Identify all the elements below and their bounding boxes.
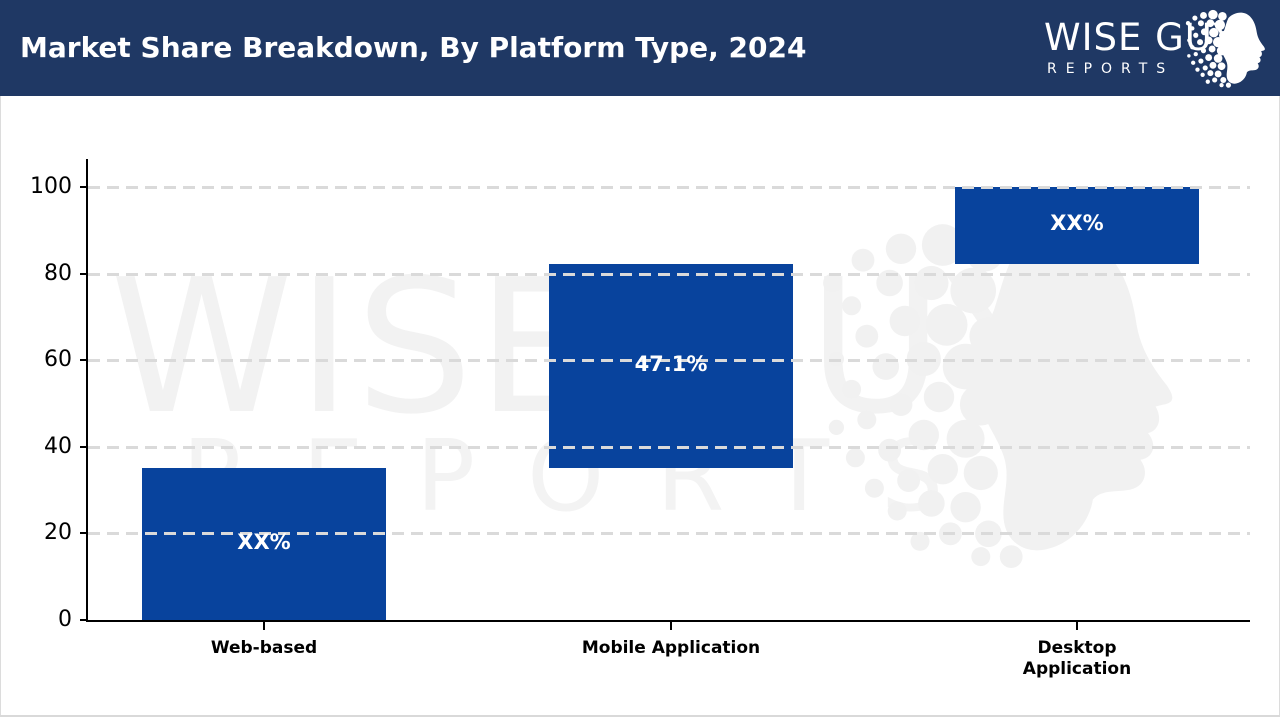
y-axis-tick [80, 359, 88, 362]
y-gridline [88, 272, 1250, 276]
x-axis-category-label-line: Desktop [1037, 638, 1117, 658]
y-axis-tick [80, 186, 88, 188]
brand-logo: WISE GUY REPORTS [1030, 5, 1274, 91]
page-left-border [0, 96, 1, 717]
y-axis-tick [80, 532, 88, 535]
x-axis-category-label-line: Web-based [210, 638, 318, 658]
x-axis-tick [1076, 622, 1078, 630]
header-bar: Market Share Breakdown, By Platform Type… [0, 0, 1280, 96]
y-gridline [88, 445, 1250, 449]
x-axis-line [86, 620, 1250, 622]
logo-subtext: REPORTS [1047, 60, 1175, 77]
chart-area: 0 20 40 60 80 100 XX% 47.1% XX% Web-based Mobile A… [0, 96, 1280, 720]
x-axis-category-label-line: Mobile Application [581, 638, 761, 658]
y-axis-tick-label: 40 [44, 433, 72, 459]
x-axis-category-label: Mobile Application [546, 638, 796, 659]
y-axis-tick-label: 100 [30, 174, 72, 199]
y-gridline [88, 532, 1250, 536]
x-axis-category-label: Web-based [139, 638, 389, 659]
page-title: Market Share Breakdown, By Platform Type… [20, 31, 807, 64]
x-axis-tick [670, 622, 672, 630]
y-axis-line [86, 159, 88, 622]
bar [955, 187, 1199, 264]
y-axis-tick [80, 445, 88, 448]
y-axis-tick [80, 619, 88, 621]
bar [549, 263, 793, 468]
page-bottom-border [0, 715, 1280, 717]
x-axis-category-label: Desktop Application [952, 638, 1202, 681]
y-gridline [88, 186, 1250, 189]
y-axis-tick-label: 20 [44, 520, 72, 546]
y-axis-tick-label: 0 [58, 607, 72, 632]
bar-value-label: 47.1% [634, 351, 708, 376]
x-axis-tick [263, 622, 265, 630]
y-gridline [88, 359, 1250, 363]
y-axis-tick [80, 272, 88, 275]
wiseguy-head-logo-icon [1185, 9, 1265, 88]
y-axis-tick-label: 80 [44, 260, 72, 286]
bar-value-label: XX% [1050, 211, 1104, 236]
x-axis-category-label-line: Application [1022, 659, 1132, 680]
y-axis-tick-label: 60 [44, 347, 72, 373]
bar-value-label: XX% [237, 529, 291, 554]
bar [142, 467, 386, 620]
